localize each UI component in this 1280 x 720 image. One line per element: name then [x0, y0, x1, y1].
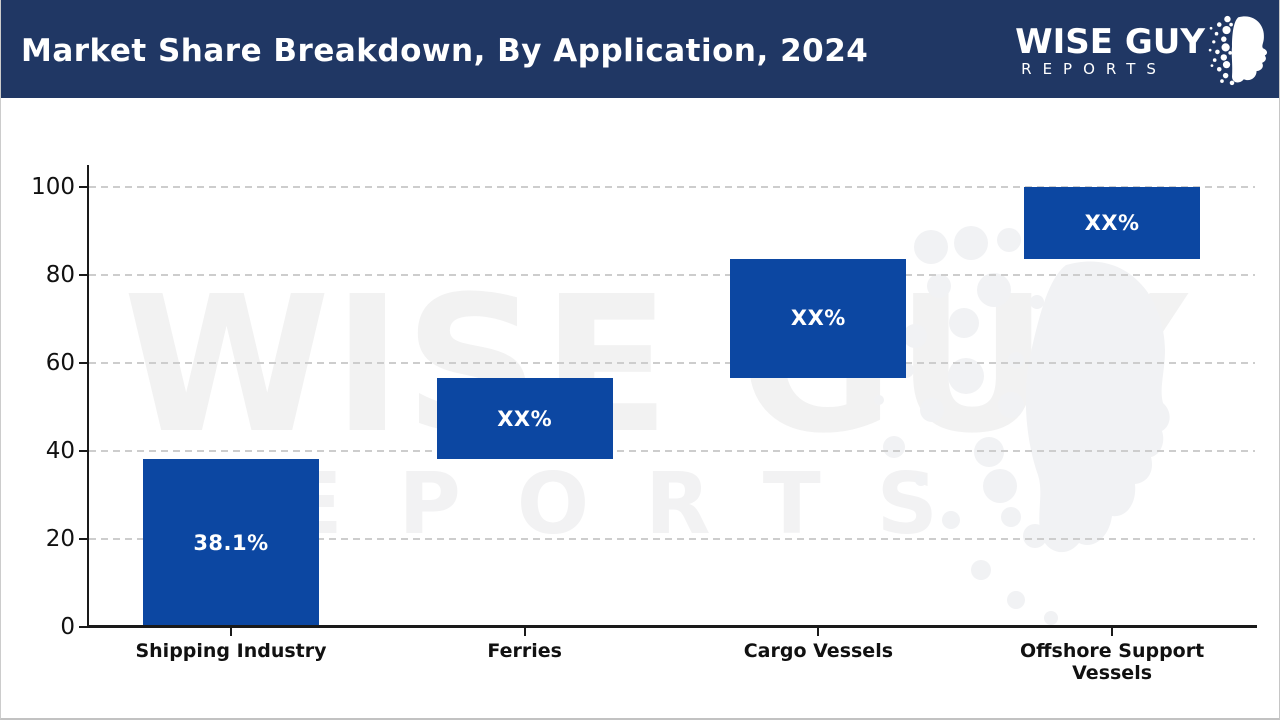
gridline-60	[89, 362, 1255, 364]
category-label: Ferries	[487, 640, 562, 662]
bar-2	[730, 258, 907, 378]
page-title: Market Share Breakdown, By Application, …	[21, 33, 869, 69]
bar-1	[436, 377, 613, 460]
wise-guy-reports-logo: WISE GUY REPORTS	[1015, 8, 1273, 94]
y-axis-tick-label: 0	[60, 614, 75, 640]
watermark-face-dots	[866, 226, 1170, 625]
y-axis-tick	[79, 362, 88, 364]
y-axis-tick-label: 100	[31, 174, 75, 200]
category-label: Offshore Support Vessels	[1019, 640, 1205, 684]
category-label: Shipping Industry	[135, 640, 327, 662]
y-axis-tick-label: 20	[45, 526, 75, 552]
bar-0	[143, 459, 319, 627]
logo-face-profile-icon	[1208, 15, 1268, 86]
y-axis-line	[87, 165, 89, 628]
gridline-100	[89, 186, 1255, 188]
gridline-20	[89, 538, 1255, 540]
y-axis-tick-label: 60	[45, 350, 75, 376]
y-axis-tick	[79, 186, 88, 188]
bar-3	[1024, 187, 1201, 259]
logo-reports-label: REPORTS	[1021, 60, 1167, 78]
x-axis-tick	[523, 628, 526, 636]
gridline-80	[89, 274, 1255, 276]
watermark-head-silhouette	[1025, 261, 1170, 553]
y-axis-tick	[79, 538, 88, 540]
bar-value-label: 38.1%	[193, 531, 269, 556]
logo-wiseguy-label: WISE GUY	[1015, 22, 1205, 62]
header-banner: Market Share Breakdown, By Application, …	[1, 0, 1279, 98]
watermark-wiseguy-text: WISE GUY	[123, 256, 1189, 475]
y-axis-tick-label: 80	[45, 262, 75, 288]
gridline-40	[89, 450, 1255, 452]
logo-text-block: WISE GUY REPORTS	[1015, 24, 1205, 78]
x-axis-tick	[230, 628, 232, 636]
y-axis-tick	[79, 450, 88, 452]
bar-value-label: XX%	[790, 306, 846, 331]
x-axis-tick	[817, 628, 820, 636]
bar-value-label: XX%	[497, 406, 553, 431]
y-axis-tick	[79, 274, 88, 276]
x-axis-tick	[1111, 628, 1114, 636]
category-label: Cargo Vessels	[743, 640, 894, 662]
y-axis-tick	[79, 626, 88, 628]
x-axis-line	[87, 625, 1257, 628]
y-axis-tick-label: 40	[45, 438, 75, 464]
bar-value-label: XX%	[1084, 210, 1140, 235]
